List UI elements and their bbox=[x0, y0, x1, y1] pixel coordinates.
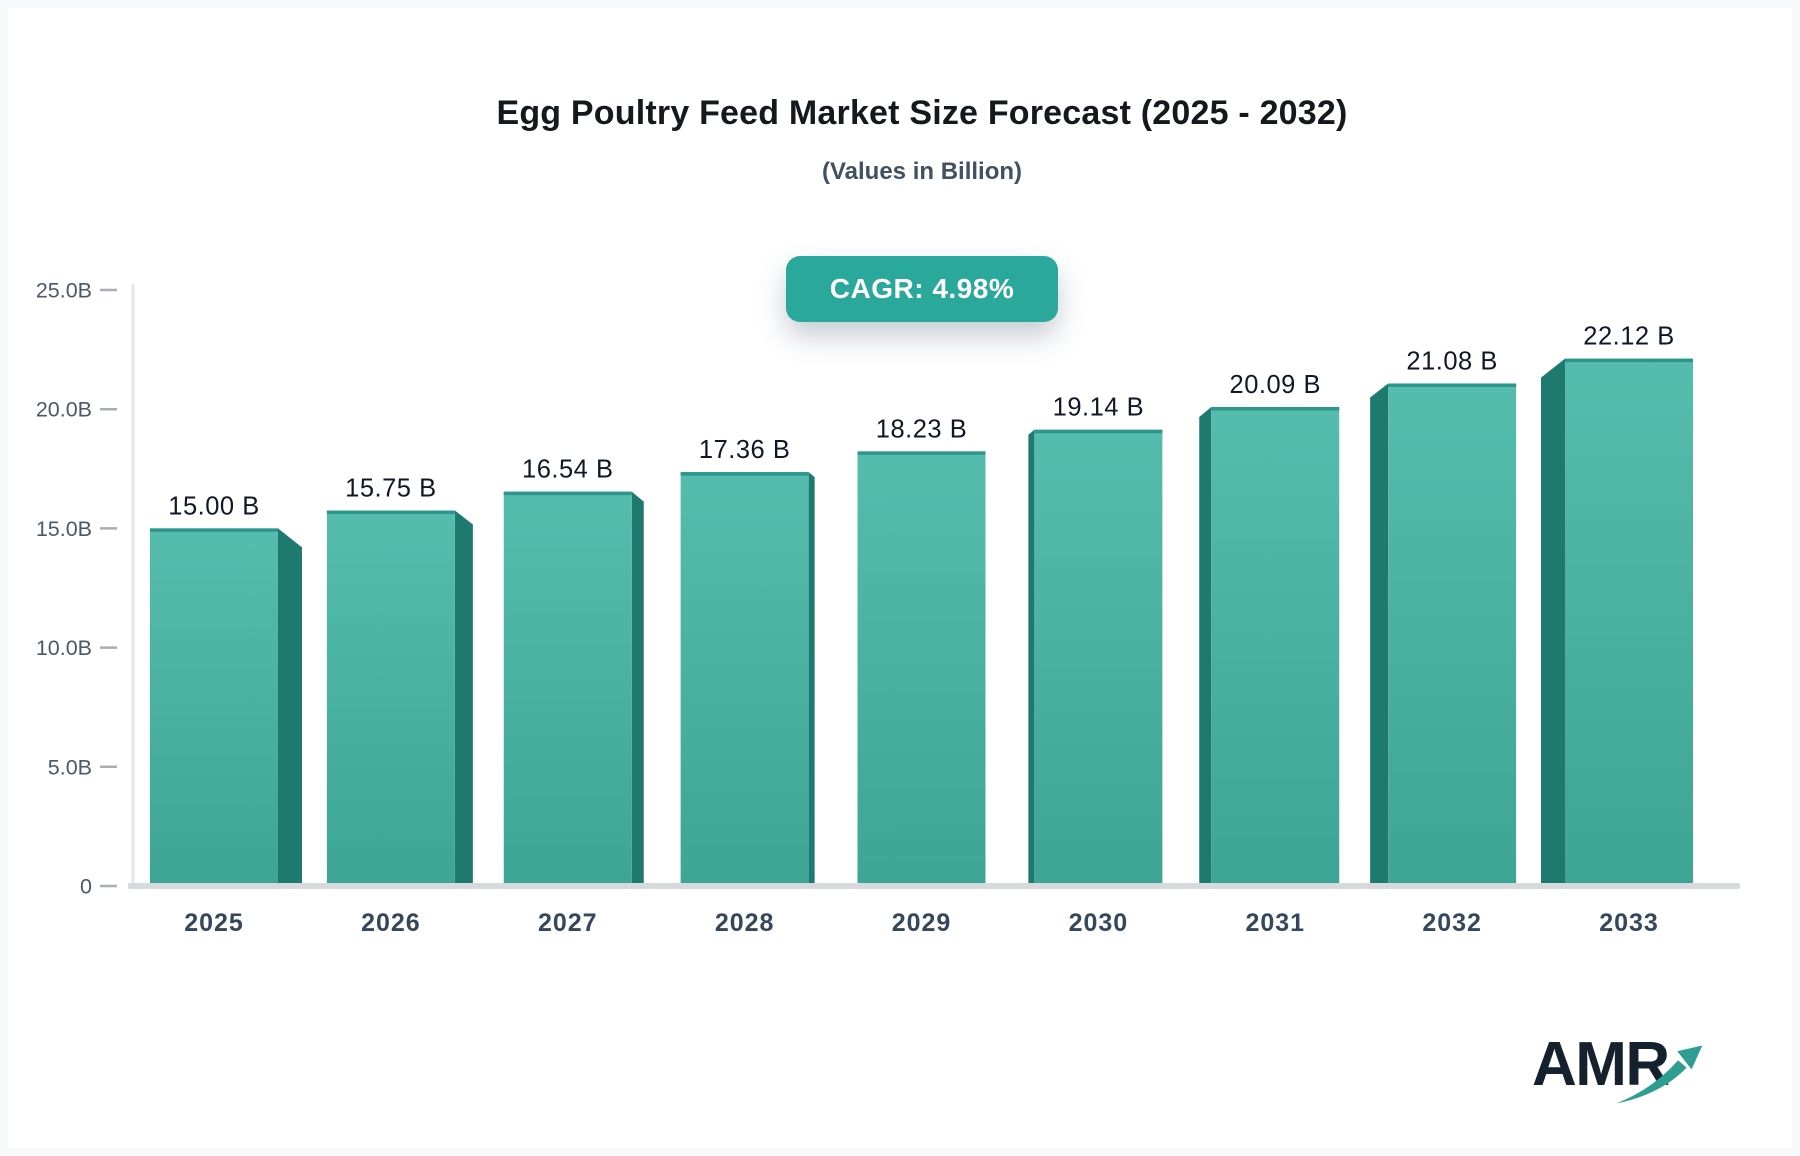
bar-2033 bbox=[1565, 358, 1693, 887]
y-tick-label-15.0B: 15.0B bbox=[36, 517, 92, 541]
bar-value-label-2026: 15.75 B bbox=[345, 475, 436, 503]
x-tick-label-2028: 2028 bbox=[715, 909, 775, 937]
bar-value-label-2028: 17.36 B bbox=[699, 436, 790, 464]
bar-value-label-2029: 18.23 B bbox=[876, 415, 967, 443]
bar-side-2030 bbox=[1028, 429, 1035, 886]
bar-2028 bbox=[680, 472, 809, 886]
y-axis-line bbox=[131, 284, 135, 889]
bar-2027 bbox=[503, 491, 632, 886]
bar-2030 bbox=[1034, 429, 1163, 886]
x-tick-label-2033: 2033 bbox=[1599, 909, 1659, 937]
bar-2025 bbox=[150, 528, 278, 886]
bar-2031 bbox=[1211, 407, 1340, 886]
y-tick-label-5.0B: 5.0B bbox=[48, 755, 92, 779]
bar-2029 bbox=[857, 451, 986, 886]
bar-value-label-2032: 21.08 B bbox=[1406, 347, 1497, 375]
bar-value-label-2030: 19.14 B bbox=[1053, 394, 1144, 422]
chart-title: Egg Poultry Feed Market Size Forecast (2… bbox=[496, 94, 1348, 132]
x-tick-label-2029: 2029 bbox=[892, 909, 952, 937]
bar-side-2032 bbox=[1370, 383, 1389, 886]
x-tick-label-2027: 2027 bbox=[538, 909, 598, 937]
bar-value-label-2027: 16.54 B bbox=[522, 456, 613, 484]
cagr-badge-wrap: CAGR: 4.98% bbox=[22, 256, 1800, 322]
x-tick-label-2025: 2025 bbox=[184, 909, 244, 937]
bar-side-2033 bbox=[1541, 358, 1565, 887]
amr-logo-text: AMR bbox=[1532, 1030, 1670, 1099]
bar-2032 bbox=[1388, 383, 1517, 886]
x-tick-label-2030: 2030 bbox=[1069, 909, 1129, 937]
cagr-badge: CAGR: 4.98% bbox=[785, 256, 1059, 322]
trending-up-arrow-icon bbox=[1616, 1045, 1703, 1104]
x-tick-label-2032: 2032 bbox=[1422, 909, 1482, 937]
bar-value-label-2031: 20.09 B bbox=[1230, 371, 1321, 399]
bar-side-2027 bbox=[631, 491, 644, 886]
bar-side-2031 bbox=[1199, 407, 1212, 886]
y-tick-label-0: 0 bbox=[80, 875, 92, 899]
bar-value-label-2025: 15.00 B bbox=[168, 492, 259, 520]
x-tick-label-2026: 2026 bbox=[361, 909, 421, 937]
chart-subtitle: (Values in Billion) bbox=[821, 158, 1023, 185]
bar-side-2026 bbox=[454, 510, 473, 886]
bar-side-2028 bbox=[808, 472, 815, 886]
y-tick-label-25.0B: 25.0B bbox=[36, 279, 92, 303]
bar-side-2025 bbox=[278, 528, 302, 886]
bar-value-label-2033: 22.12 B bbox=[1583, 323, 1674, 351]
y-tick-label-20.0B: 20.0B bbox=[36, 398, 92, 422]
y-tick-label-10.0B: 10.0B bbox=[36, 636, 92, 660]
amr-logo: AMR bbox=[1532, 1032, 1772, 1122]
x-tick-label-2031: 2031 bbox=[1245, 909, 1305, 937]
bar-2026 bbox=[326, 510, 455, 886]
x-axis-baseline bbox=[128, 883, 1740, 889]
